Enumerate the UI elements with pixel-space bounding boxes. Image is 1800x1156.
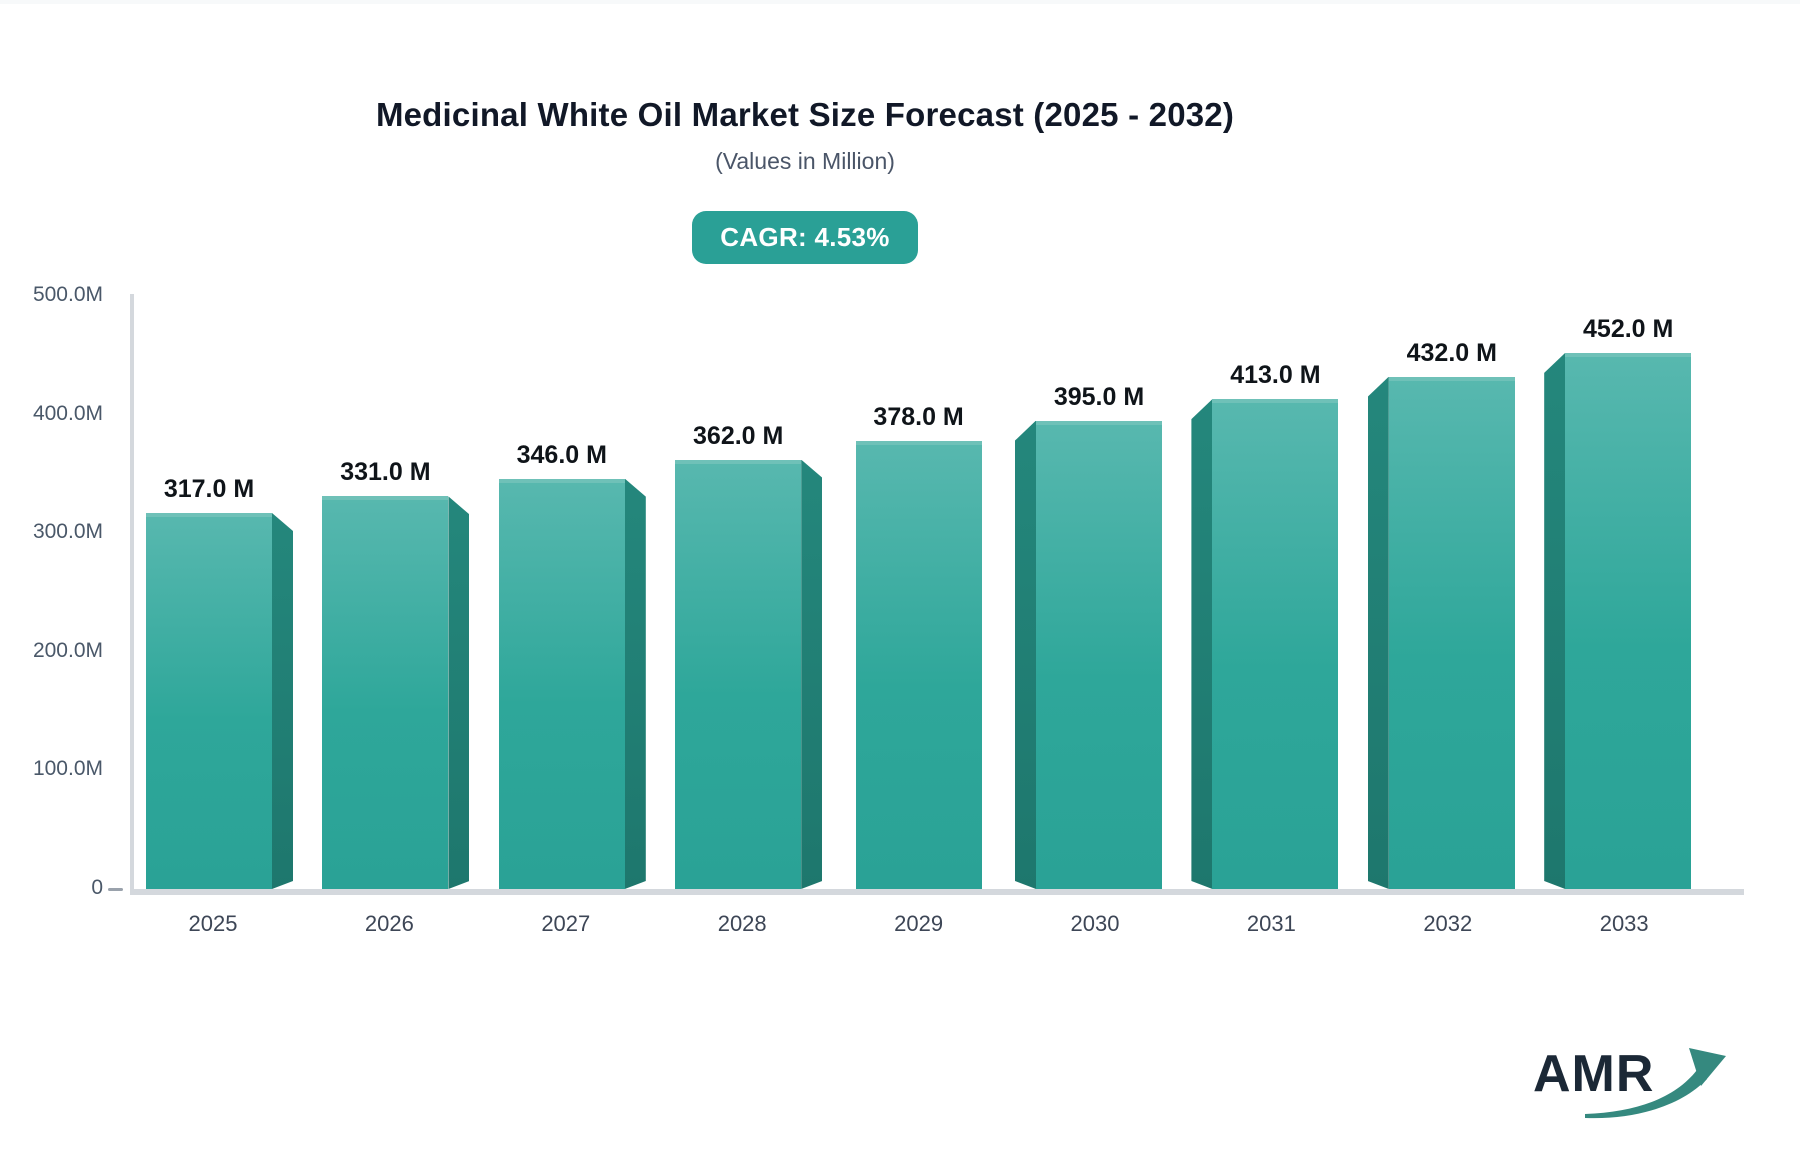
bar-top-edge	[1565, 352, 1692, 357]
y-axis-label: 500.0M	[32, 283, 103, 306]
x-axis-label: 2027	[541, 911, 591, 936]
bar-value-label: 378.0 M	[873, 402, 964, 431]
x-axis-label: 2026	[364, 911, 414, 936]
bar-side-face	[801, 460, 822, 889]
bar-side-face	[1015, 421, 1036, 889]
x-axis-line	[130, 889, 1744, 895]
y-axis-label: 400.0M	[32, 401, 103, 425]
bar-value-label: 317.0 M	[163, 475, 255, 504]
chart-header: Medicinal White Oil Market Size Forecast…	[0, 4, 1610, 264]
bar-side-face	[448, 496, 469, 889]
x-axis-label: 2030	[1070, 911, 1120, 936]
bar-top-edge	[146, 513, 272, 518]
bar-top-edge	[855, 440, 982, 445]
bar-value-label: 346.0 M	[516, 440, 607, 469]
bar-chart-plot-area: 500.0M 400.0M 300.0M 200.0M 100.0M 0 317.0 M 20…	[0, 4, 1800, 1156]
bar	[1565, 352, 1692, 889]
y-axis-label: 100.0M	[32, 757, 103, 781]
bar-top-edge	[322, 496, 449, 501]
x-axis-label: 2025	[188, 911, 238, 936]
bar-side-face	[272, 513, 293, 889]
x-axis-label: 2031	[1246, 911, 1296, 936]
bar-top-edge	[1212, 399, 1339, 404]
y-axis-label: 0	[91, 876, 103, 899]
bar-top-edge	[1036, 420, 1162, 425]
x-axis-label: 2029	[894, 911, 944, 936]
bar-side-face	[1191, 399, 1212, 889]
bar-value-label: 413.0 M	[1230, 361, 1321, 390]
bar	[675, 459, 802, 889]
bar	[1388, 376, 1515, 889]
bar	[146, 513, 272, 889]
bar-top-edge	[1388, 376, 1515, 381]
amr-logo-text: AMR	[1533, 1045, 1655, 1103]
bar-value-label: 452.0 M	[1583, 314, 1674, 343]
bar-value-label: 395.0 M	[1053, 382, 1145, 411]
growth-arrow-icon	[1585, 1048, 1726, 1119]
zero-tick-mark	[108, 888, 123, 891]
chart-subtitle: (Values in Million)	[715, 148, 895, 174]
y-axis-label: 200.0M	[32, 638, 103, 662]
y-axis-label: 300.0M	[32, 520, 103, 544]
amr-logo: AMR	[1533, 1036, 1733, 1126]
x-axis-label: 2028	[717, 911, 767, 936]
bar-top-edge	[675, 459, 802, 464]
bar-side-face	[1368, 377, 1389, 889]
bar	[322, 496, 449, 889]
bar	[1036, 420, 1162, 889]
bar-side-face	[1544, 353, 1565, 889]
bar	[1212, 399, 1339, 889]
bar-top-edge	[498, 478, 625, 483]
bar-value-label: 432.0 M	[1406, 338, 1497, 367]
x-axis-label: 2033	[1599, 911, 1649, 936]
bar-side-face	[625, 479, 646, 889]
bar	[855, 440, 982, 889]
bar-value-label: 331.0 M	[340, 458, 431, 487]
bar	[498, 478, 625, 889]
cagr-badge: CAGR: 4.53%	[692, 211, 918, 264]
bar-value-label: 362.0 M	[693, 421, 784, 450]
x-axis-label: 2032	[1423, 911, 1473, 936]
y-axis-line	[130, 294, 134, 893]
chart-title: Medicinal White Oil Market Size Forecast…	[375, 96, 1235, 133]
